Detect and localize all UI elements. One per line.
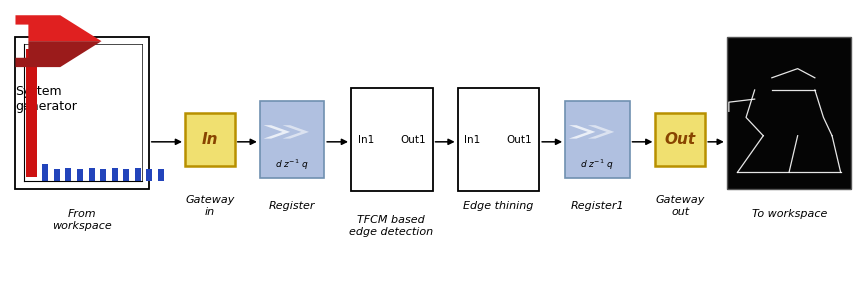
Bar [260, 101, 324, 178]
Bar [53, 169, 59, 181]
Bar [26, 49, 37, 177]
Bar [146, 169, 152, 181]
Polygon shape [15, 15, 101, 41]
Polygon shape [263, 125, 290, 138]
Bar [15, 37, 149, 189]
Text: $d\ z^{-1}\ q$: $d\ z^{-1}\ q$ [275, 157, 309, 172]
Polygon shape [15, 41, 101, 67]
Bar [65, 168, 71, 181]
Bar [727, 37, 851, 189]
Bar [565, 101, 630, 178]
Text: System
generator: System generator [15, 85, 77, 113]
Polygon shape [587, 125, 614, 138]
Bar [89, 168, 95, 181]
Bar [185, 113, 235, 166]
Bar [123, 169, 129, 181]
Text: To workspace: To workspace [752, 209, 827, 219]
Bar [351, 88, 433, 191]
Text: Out1: Out1 [400, 135, 426, 145]
Text: In: In [201, 132, 218, 147]
Text: Register: Register [269, 201, 316, 211]
Bar [158, 169, 164, 181]
Text: Out: Out [665, 132, 696, 147]
Bar [112, 168, 118, 181]
Bar [100, 169, 106, 181]
Text: Out1: Out1 [507, 135, 532, 145]
Text: Gateway
out: Gateway out [655, 195, 705, 217]
Bar [458, 88, 539, 191]
Text: In1: In1 [358, 135, 374, 145]
Text: TFCM based
edge detection: TFCM based edge detection [349, 215, 433, 237]
Text: Edge thining: Edge thining [463, 201, 533, 211]
Text: From
workspace: From workspace [52, 209, 112, 231]
Bar [655, 113, 705, 166]
Bar [42, 163, 48, 181]
Polygon shape [569, 125, 595, 138]
Text: Register1: Register1 [571, 201, 624, 211]
Polygon shape [282, 125, 309, 138]
Bar [135, 168, 141, 181]
Text: In1: In1 [464, 135, 481, 145]
Text: Gateway
in: Gateway in [185, 195, 235, 217]
Bar [77, 169, 83, 181]
Text: $d\ z^{-1}\ q$: $d\ z^{-1}\ q$ [580, 157, 614, 172]
